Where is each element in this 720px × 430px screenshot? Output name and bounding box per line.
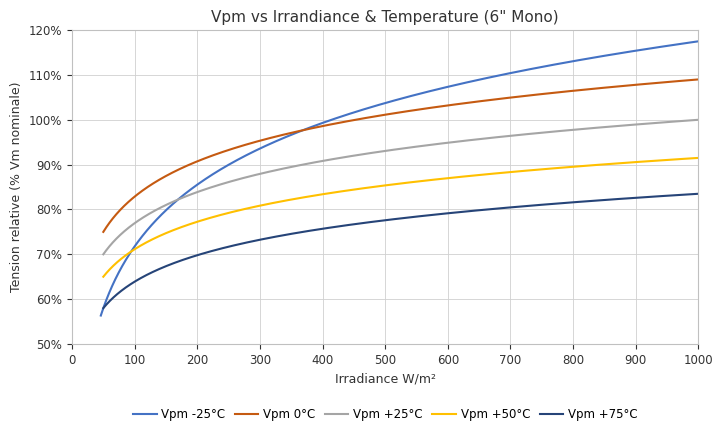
Vpm +25°C xyxy=(99,252,108,257)
Vpm +50°C xyxy=(167,228,176,233)
Vpm +50°C xyxy=(327,190,336,196)
Vpm 0°C xyxy=(99,229,108,234)
Vpm +75°C xyxy=(327,225,336,230)
Y-axis label: Tension relative (% Vm nominale): Tension relative (% Vm nominale) xyxy=(10,82,23,292)
Vpm +25°C xyxy=(618,123,627,128)
Vpm +25°C xyxy=(202,186,211,191)
Vpm 0°C xyxy=(327,122,336,127)
Vpm -25°C xyxy=(683,40,691,46)
Vpm 0°C xyxy=(353,117,361,122)
Vpm +50°C xyxy=(694,155,703,160)
Vpm +75°C xyxy=(683,192,691,197)
Vpm 0°C xyxy=(167,171,176,176)
Line: Vpm +75°C: Vpm +75°C xyxy=(104,194,698,308)
Vpm +25°C xyxy=(353,153,361,158)
Vpm 0°C xyxy=(618,83,627,89)
Vpm +50°C xyxy=(99,274,108,280)
Vpm -25°C xyxy=(694,39,703,44)
Vpm +50°C xyxy=(353,187,361,192)
Line: Vpm +50°C: Vpm +50°C xyxy=(104,158,698,277)
Vpm -25°C xyxy=(200,177,209,182)
Vpm +25°C xyxy=(683,118,691,123)
Vpm +25°C xyxy=(167,200,176,205)
Legend: Vpm -25°C, Vpm 0°C, Vpm +25°C, Vpm +50°C, Vpm +75°C: Vpm -25°C, Vpm 0°C, Vpm +25°C, Vpm +50°C… xyxy=(128,403,642,426)
Vpm +75°C xyxy=(353,221,361,226)
Vpm +25°C xyxy=(327,157,336,162)
X-axis label: Irradiance W/m²: Irradiance W/m² xyxy=(335,372,436,385)
Vpm -25°C xyxy=(96,313,105,318)
Vpm -25°C xyxy=(351,109,360,114)
Vpm +75°C xyxy=(99,306,108,311)
Vpm 0°C xyxy=(683,78,691,83)
Vpm +50°C xyxy=(683,156,691,161)
Vpm -25°C xyxy=(618,50,626,55)
Title: Vpm vs Irrandiance & Temperature (6" Mono): Vpm vs Irrandiance & Temperature (6" Mon… xyxy=(212,10,559,25)
Vpm +75°C xyxy=(202,250,211,255)
Line: Vpm -25°C: Vpm -25°C xyxy=(101,41,698,316)
Vpm +50°C xyxy=(618,160,627,166)
Vpm -25°C xyxy=(165,205,174,210)
Vpm +25°C xyxy=(694,117,703,123)
Vpm 0°C xyxy=(202,155,211,160)
Line: Vpm 0°C: Vpm 0°C xyxy=(104,80,698,232)
Vpm +75°C xyxy=(618,196,627,201)
Vpm +75°C xyxy=(694,191,703,197)
Vpm +50°C xyxy=(202,216,211,221)
Line: Vpm +25°C: Vpm +25°C xyxy=(104,120,698,254)
Vpm -25°C xyxy=(325,118,334,123)
Vpm 0°C xyxy=(694,77,703,82)
Vpm +75°C xyxy=(167,261,176,267)
